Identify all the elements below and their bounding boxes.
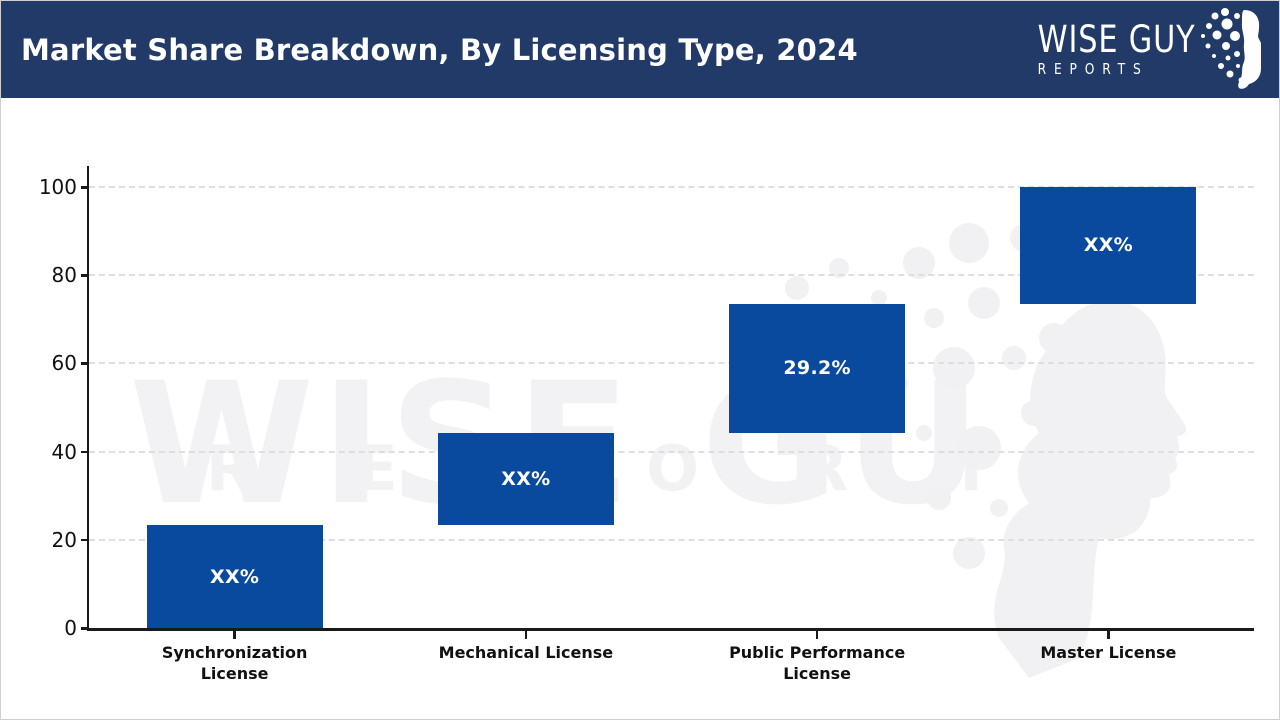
header-band: Market Share Breakdown, By Licensing Typ…: [1, 1, 1279, 98]
x-axis-category-label: Mechanical License: [376, 642, 676, 663]
bar-synchronization-license: XX%: [146, 525, 323, 628]
gridline-y40: [89, 450, 1254, 453]
x-axis-category-label-line: Master License: [1040, 643, 1177, 662]
y-axis-tick-label-20: 20: [51, 527, 77, 552]
x-axis-category-label-line: Mechanical License: [438, 643, 614, 662]
bar-value-label: XX%: [501, 467, 551, 490]
bar-mechanical-license: XX%: [437, 432, 614, 526]
y-axis-tick-label-0: 0: [64, 616, 77, 640]
gridline-y20: [89, 538, 1254, 541]
x-axis-category-label-line: Synchronization: [161, 643, 308, 662]
y-axis-tick-label-60: 60: [51, 351, 77, 376]
x-axis-tickmark-4: [1107, 630, 1110, 639]
brand-subname: REPORTS: [1037, 60, 1149, 79]
y-axis-tickmark-100: [81, 186, 89, 189]
y-axis-tick-label-40: 40: [51, 439, 77, 464]
chart-title: Market Share Breakdown, By Licensing Typ…: [21, 32, 858, 67]
x-axis-category-label: Synchronization License: [85, 642, 385, 684]
brand-face-dots-icon: [1197, 6, 1261, 94]
gridline-y60: [89, 362, 1254, 365]
x-axis-tickmark-1: [233, 630, 236, 639]
x-axis-category-label-line: License: [783, 664, 852, 683]
y-axis-tickmark-60: [81, 362, 89, 365]
watermark-face-dots: [769, 198, 1209, 682]
y-axis-tick-label-80: 80: [51, 263, 77, 288]
x-axis-tickmark-2: [524, 630, 528, 639]
y-axis-tick-label-100: 100: [38, 175, 77, 199]
bar-value-label: XX%: [210, 565, 260, 588]
bar-value-label: XX%: [1083, 234, 1133, 257]
y-axis-tickmark-20: [81, 538, 89, 542]
brand-logo-text: WISE GUY REPORTS: [1037, 17, 1195, 79]
x-axis-category-label-line: License: [200, 664, 269, 683]
y-axis-tickmark-0: [81, 627, 89, 630]
y-axis-line: [86, 166, 89, 631]
bar-public-performance-license: 29.2%: [729, 303, 906, 433]
y-axis-tickmark-40: [81, 450, 89, 454]
gridline-y100: [89, 186, 1254, 188]
x-axis-tickmark-3: [815, 630, 819, 639]
x-axis-line: [86, 628, 1254, 631]
brand-logo: WISE GUY REPORTS: [1003, 6, 1261, 94]
gridline-y80: [89, 274, 1254, 277]
x-axis-category-label: Public Performance License: [667, 642, 967, 684]
brand-name: WISE GUY: [1037, 17, 1195, 61]
y-axis-tickmark-80: [81, 274, 89, 277]
bar-value-label: 29.2%: [783, 357, 851, 380]
x-axis-category-label-line: Public Performance: [729, 643, 906, 662]
bar-master-license: XX%: [1020, 187, 1197, 304]
x-axis-category-label: Master License: [958, 642, 1258, 663]
